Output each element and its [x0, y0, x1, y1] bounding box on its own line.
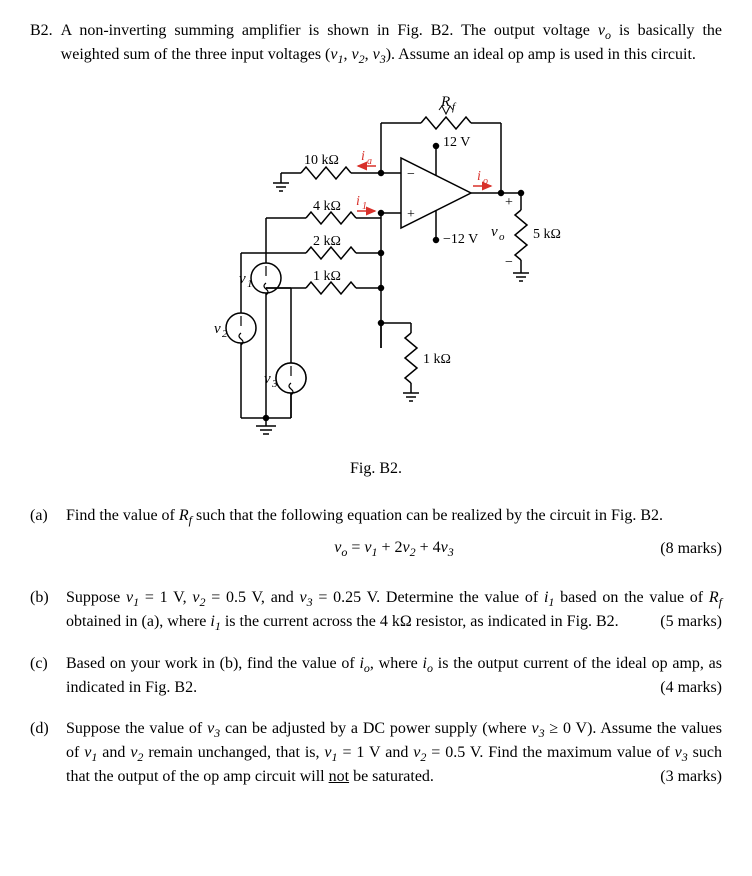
equation: vo = v1 + 2v2 + 4v3 [146, 537, 642, 561]
svg-text:−: − [505, 255, 513, 270]
svg-text:−12 V: −12 V [443, 232, 478, 247]
figure-caption: Fig. B2. [30, 458, 722, 480]
svg-text:v: v [214, 321, 221, 337]
part-a: (a) Find the value of Rf such that the f… [30, 505, 722, 569]
svg-text:i: i [356, 194, 360, 209]
text: such that the following equation can be … [192, 507, 663, 524]
svg-text:10 kΩ: 10 kΩ [304, 153, 339, 168]
svg-text:o: o [499, 231, 505, 243]
equation-row: vo = v1 + 2v2 + 4v3 (8 marks) [66, 537, 722, 561]
not-underlined: not [329, 768, 349, 785]
svg-text:5 kΩ: 5 kΩ [533, 227, 561, 242]
eq-v2: v [403, 539, 410, 556]
svg-text:a: a [367, 156, 372, 167]
svg-text:i: i [477, 169, 481, 184]
svg-text:2: 2 [222, 328, 228, 340]
text: be saturated. [349, 768, 434, 785]
v1-sub: 1 [338, 52, 344, 66]
part-a-body: Find the value of Rf such that the follo… [66, 505, 722, 569]
svg-text:1: 1 [247, 278, 253, 290]
part-c-marks: (4 marks) [660, 677, 722, 699]
part-d-body: Suppose the value of v3 can be adjusted … [66, 718, 722, 788]
part-d: (d) Suppose the value of v3 can be adjus… [30, 718, 722, 788]
text: based on the value of [554, 589, 708, 606]
part-a-marks: (8 marks) [642, 538, 722, 560]
svg-text:1 kΩ: 1 kΩ [313, 269, 341, 284]
part-c-label: (c) [30, 653, 54, 699]
part-d-label: (d) [30, 718, 54, 788]
text: = 0.5 V. Find the maximum value of [426, 744, 674, 761]
problem-statement: A non-inverting summing amplifier is sho… [61, 20, 722, 68]
part-c-body: Based on your work in (b), find the valu… [66, 653, 722, 699]
problem-header: B2. A non-inverting summing amplifier is… [30, 20, 722, 68]
svg-text:v: v [491, 224, 498, 240]
stmt-text: ). Assume an ideal op amp is used in thi… [386, 46, 696, 63]
stmt-text: A non-inverting summing amplifier is sho… [61, 22, 598, 39]
text: Find the value of [66, 507, 179, 524]
rf-symbol: R [179, 507, 189, 524]
text: and [97, 744, 130, 761]
rf-sub: f [719, 596, 722, 610]
part-d-marks: (3 marks) [660, 766, 722, 788]
eq-v3: v [441, 539, 448, 556]
svg-text:1 kΩ: 1 kΩ [423, 352, 451, 367]
part-b-label: (b) [30, 587, 54, 635]
svg-text:12 V: 12 V [443, 135, 470, 150]
text: = 1 V, [139, 589, 192, 606]
text: = 1 V and [338, 744, 414, 761]
v3-symbol: v [675, 744, 682, 761]
eq-equals: = [347, 539, 364, 556]
eq-plus: + 2 [377, 539, 402, 556]
text: = 0.5 V, and [205, 589, 299, 606]
svg-text:+: + [407, 207, 415, 222]
text: Suppose [66, 589, 126, 606]
part-b-marks: (5 marks) [660, 611, 722, 633]
eq-v3-sub: 3 [448, 546, 454, 560]
svg-text:3: 3 [271, 378, 278, 390]
circuit-figure: − + 12 V −12 V R f 10 kΩ i a [30, 88, 722, 448]
v3-symbol: v [531, 720, 538, 737]
circuit-svg: − + 12 V −12 V R f 10 kΩ i a [161, 88, 591, 448]
svg-text:2 kΩ: 2 kΩ [313, 234, 341, 249]
svg-text:o: o [483, 176, 488, 187]
text: , where [370, 655, 423, 672]
problem-number: B2. [30, 20, 53, 68]
v2-sub: 2 [359, 52, 365, 66]
eq-plus: + 4 [416, 539, 441, 556]
svg-text:f: f [452, 101, 457, 113]
part-b: (b) Suppose v1 = 1 V, v2 = 0.5 V, and v3… [30, 587, 722, 635]
text: = 0.25 V. Determine the value of [313, 589, 544, 606]
v3-symbol: v [300, 589, 307, 606]
v1-symbol: v [324, 744, 331, 761]
v3-symbol: v [373, 46, 380, 63]
text: can be adjusted by a DC power supply (wh… [220, 720, 531, 737]
svg-text:v: v [264, 371, 271, 387]
svg-text:v: v [239, 271, 246, 287]
text: remain unchanged, that is, [143, 744, 324, 761]
part-b-body: Suppose v1 = 1 V, v2 = 0.5 V, and v3 = 0… [66, 587, 722, 635]
text: Based on your work in (b), find the valu… [66, 655, 359, 672]
svg-text:1: 1 [362, 201, 367, 212]
vo-symbol: v [598, 22, 605, 39]
part-c: (c) Based on your work in (b), find the … [30, 653, 722, 699]
v1-symbol: v [330, 46, 337, 63]
v2-symbol: v [352, 46, 359, 63]
part-a-label: (a) [30, 505, 54, 569]
text: obtained in (a), where [66, 613, 210, 630]
svg-text:+: + [505, 195, 513, 210]
text: Suppose the value of [66, 720, 207, 737]
svg-text:−: − [407, 167, 415, 182]
svg-text:4 kΩ: 4 kΩ [313, 199, 341, 214]
rf-symbol: R [709, 589, 719, 606]
svg-text:i: i [361, 149, 365, 164]
text: is the current across the 4 kΩ resistor,… [221, 613, 619, 630]
